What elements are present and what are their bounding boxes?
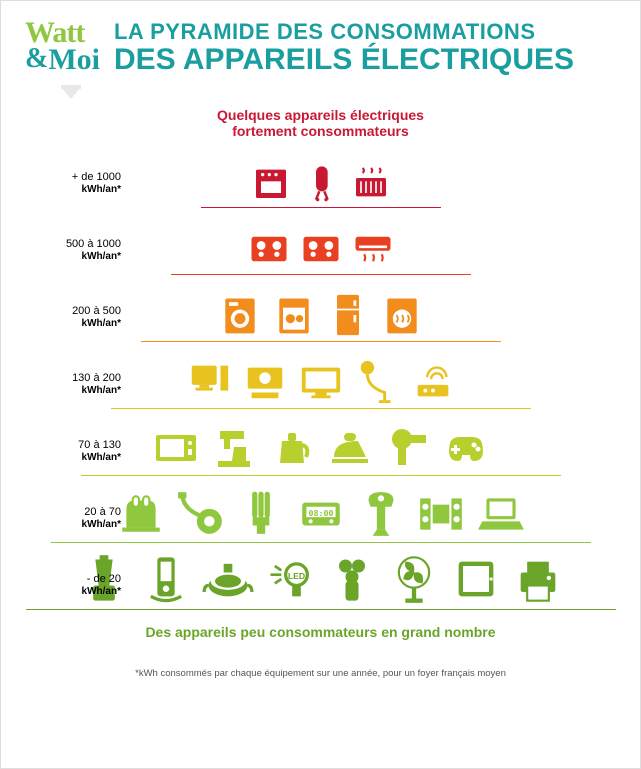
desktop-icon xyxy=(186,358,232,404)
cooker-icon xyxy=(202,553,254,605)
title-line1: LA PYRAMIDE DES CONSOMMATIONS xyxy=(114,19,616,45)
clockradio-icon: 08:00 xyxy=(296,488,346,538)
dishwasher-icon xyxy=(272,293,316,337)
subtitle-l2: fortement consommateurs xyxy=(232,123,409,139)
tv-icon xyxy=(298,358,344,404)
tier-1: 500 à 1000kWh/an* xyxy=(25,212,616,279)
tier-0: + de 1000kWh/an* xyxy=(25,145,616,212)
fridge-icon xyxy=(326,293,370,337)
hairdryer-icon xyxy=(384,423,432,471)
top-subtitle: Quelques appareils électriques fortement… xyxy=(1,107,640,139)
tier-separator-5 xyxy=(51,542,591,543)
tier-separator-4 xyxy=(81,475,561,476)
led-icon: LED xyxy=(264,553,316,605)
gamepad-icon xyxy=(442,423,490,471)
logo-moi: Moi xyxy=(48,46,100,73)
toaster-icon xyxy=(116,488,166,538)
hob-icon xyxy=(248,228,290,270)
hob2-icon xyxy=(300,228,342,270)
logo-amp: & xyxy=(25,46,48,71)
tier-label-3: 130 à 200kWh/an* xyxy=(29,372,121,397)
waterheater-icon xyxy=(301,163,341,203)
kettle-icon xyxy=(268,423,316,471)
tier-separator-1 xyxy=(171,274,471,275)
tier-label-2: 200 à 500kWh/an* xyxy=(29,305,121,330)
main-title: LA PYRAMIDE DES CONSOMMATIONS DES APPARE… xyxy=(114,19,616,75)
fan-icon xyxy=(388,553,440,605)
iron-icon xyxy=(326,423,374,471)
svg-text:LED: LED xyxy=(287,571,304,581)
radiator-icon xyxy=(351,163,391,203)
modem-icon xyxy=(410,358,456,404)
shaver-icon xyxy=(326,553,378,605)
pointer-decoration xyxy=(61,87,81,99)
tier-6: - de 20kWh/an* LED xyxy=(25,547,616,614)
tier-label-5: 20 à 70kWh/an* xyxy=(29,506,121,531)
tablet-icon xyxy=(450,553,502,605)
tier-separator-3 xyxy=(111,408,531,409)
footnote: *kWh consommés par chaque équipement sur… xyxy=(1,668,640,679)
mixer-icon xyxy=(356,488,406,538)
logo-watt: Watt xyxy=(25,19,100,46)
brand-logo: Watt &Moi xyxy=(25,19,100,74)
tier-separator-0 xyxy=(201,207,441,208)
washer-icon xyxy=(218,293,262,337)
hifi-icon xyxy=(416,488,466,538)
phone-icon xyxy=(140,553,192,605)
bottom-subtitle: Des appareils peu consommateurs en grand… xyxy=(1,624,640,640)
tier-label-1: 500 à 1000kWh/an* xyxy=(29,238,121,263)
tier-label-4: 70 à 130kWh/an* xyxy=(29,439,121,464)
pyramid: + de 1000kWh/an* 500 à 1000kWh/an* 200 à 5… xyxy=(1,145,640,614)
printer-icon xyxy=(512,553,564,605)
tier-label-6: - de 20kWh/an* xyxy=(29,573,121,598)
coffeemaker-icon xyxy=(210,423,258,471)
title-line2: DES APPAREILS ÉLECTRIQUES xyxy=(114,45,616,75)
cfl-icon xyxy=(236,488,286,538)
tier-5: 20 à 70kWh/an* 08:00 xyxy=(25,480,616,547)
lamp-icon xyxy=(354,358,400,404)
ac-icon xyxy=(352,228,394,270)
microwave-icon xyxy=(152,423,200,471)
laptop-icon xyxy=(476,488,526,538)
tier-2: 200 à 500kWh/an* xyxy=(25,279,616,346)
tier-label-0: + de 1000kWh/an* xyxy=(29,171,121,196)
svg-text:08:00: 08:00 xyxy=(308,508,333,518)
oven-icon xyxy=(251,163,291,203)
tier-4: 70 à 130kWh/an* xyxy=(25,413,616,480)
tier-separator-6 xyxy=(26,609,616,610)
tier-separator-2 xyxy=(141,341,501,342)
tier-3: 130 à 200kWh/an* xyxy=(25,346,616,413)
tvbox-icon xyxy=(242,358,288,404)
subtitle-l1: Quelques appareils électriques xyxy=(217,107,424,123)
vacuum-icon xyxy=(176,488,226,538)
dryer-icon xyxy=(380,293,424,337)
